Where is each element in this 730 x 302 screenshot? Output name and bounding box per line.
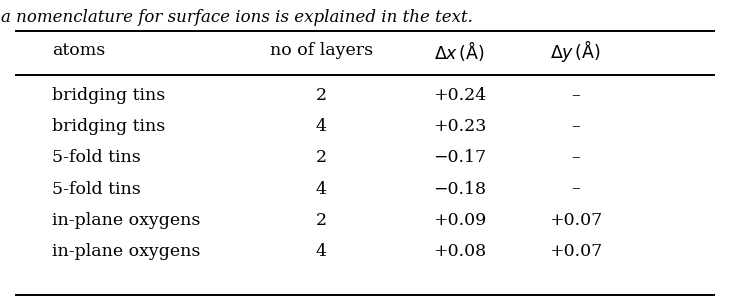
Text: −0.18: −0.18 — [433, 181, 486, 198]
Text: $\Delta y\,(\mathrm{\AA})$: $\Delta y\,(\mathrm{\AA})$ — [550, 38, 602, 64]
Text: bridging tins: bridging tins — [53, 87, 166, 104]
Text: +0.07: +0.07 — [549, 243, 602, 260]
Text: +0.08: +0.08 — [433, 243, 486, 260]
Text: in-plane oxygens: in-plane oxygens — [53, 212, 201, 229]
Text: no of layers: no of layers — [270, 42, 373, 59]
Text: 5-fold tins: 5-fold tins — [53, 181, 141, 198]
Text: –: – — [572, 87, 580, 104]
Text: +0.07: +0.07 — [549, 212, 602, 229]
Text: 5-fold tins: 5-fold tins — [53, 149, 141, 166]
Text: –: – — [572, 149, 580, 166]
Text: atoms: atoms — [53, 42, 106, 59]
Text: 4: 4 — [316, 243, 327, 260]
Text: $\Delta x\,(\mathrm{\AA})$: $\Delta x\,(\mathrm{\AA})$ — [434, 39, 485, 63]
Text: 4: 4 — [316, 118, 327, 135]
Text: −0.17: −0.17 — [433, 149, 486, 166]
Text: 2: 2 — [316, 212, 327, 229]
Text: a nomenclature for surface ions is explained in the text.: a nomenclature for surface ions is expla… — [1, 9, 473, 26]
Text: –: – — [572, 181, 580, 198]
Text: bridging tins: bridging tins — [53, 118, 166, 135]
Text: 4: 4 — [316, 181, 327, 198]
Text: +0.23: +0.23 — [433, 118, 486, 135]
Text: 2: 2 — [316, 87, 327, 104]
Text: +0.09: +0.09 — [433, 212, 486, 229]
Text: 2: 2 — [316, 149, 327, 166]
Text: –: – — [572, 118, 580, 135]
Text: +0.24: +0.24 — [433, 87, 486, 104]
Text: in-plane oxygens: in-plane oxygens — [53, 243, 201, 260]
